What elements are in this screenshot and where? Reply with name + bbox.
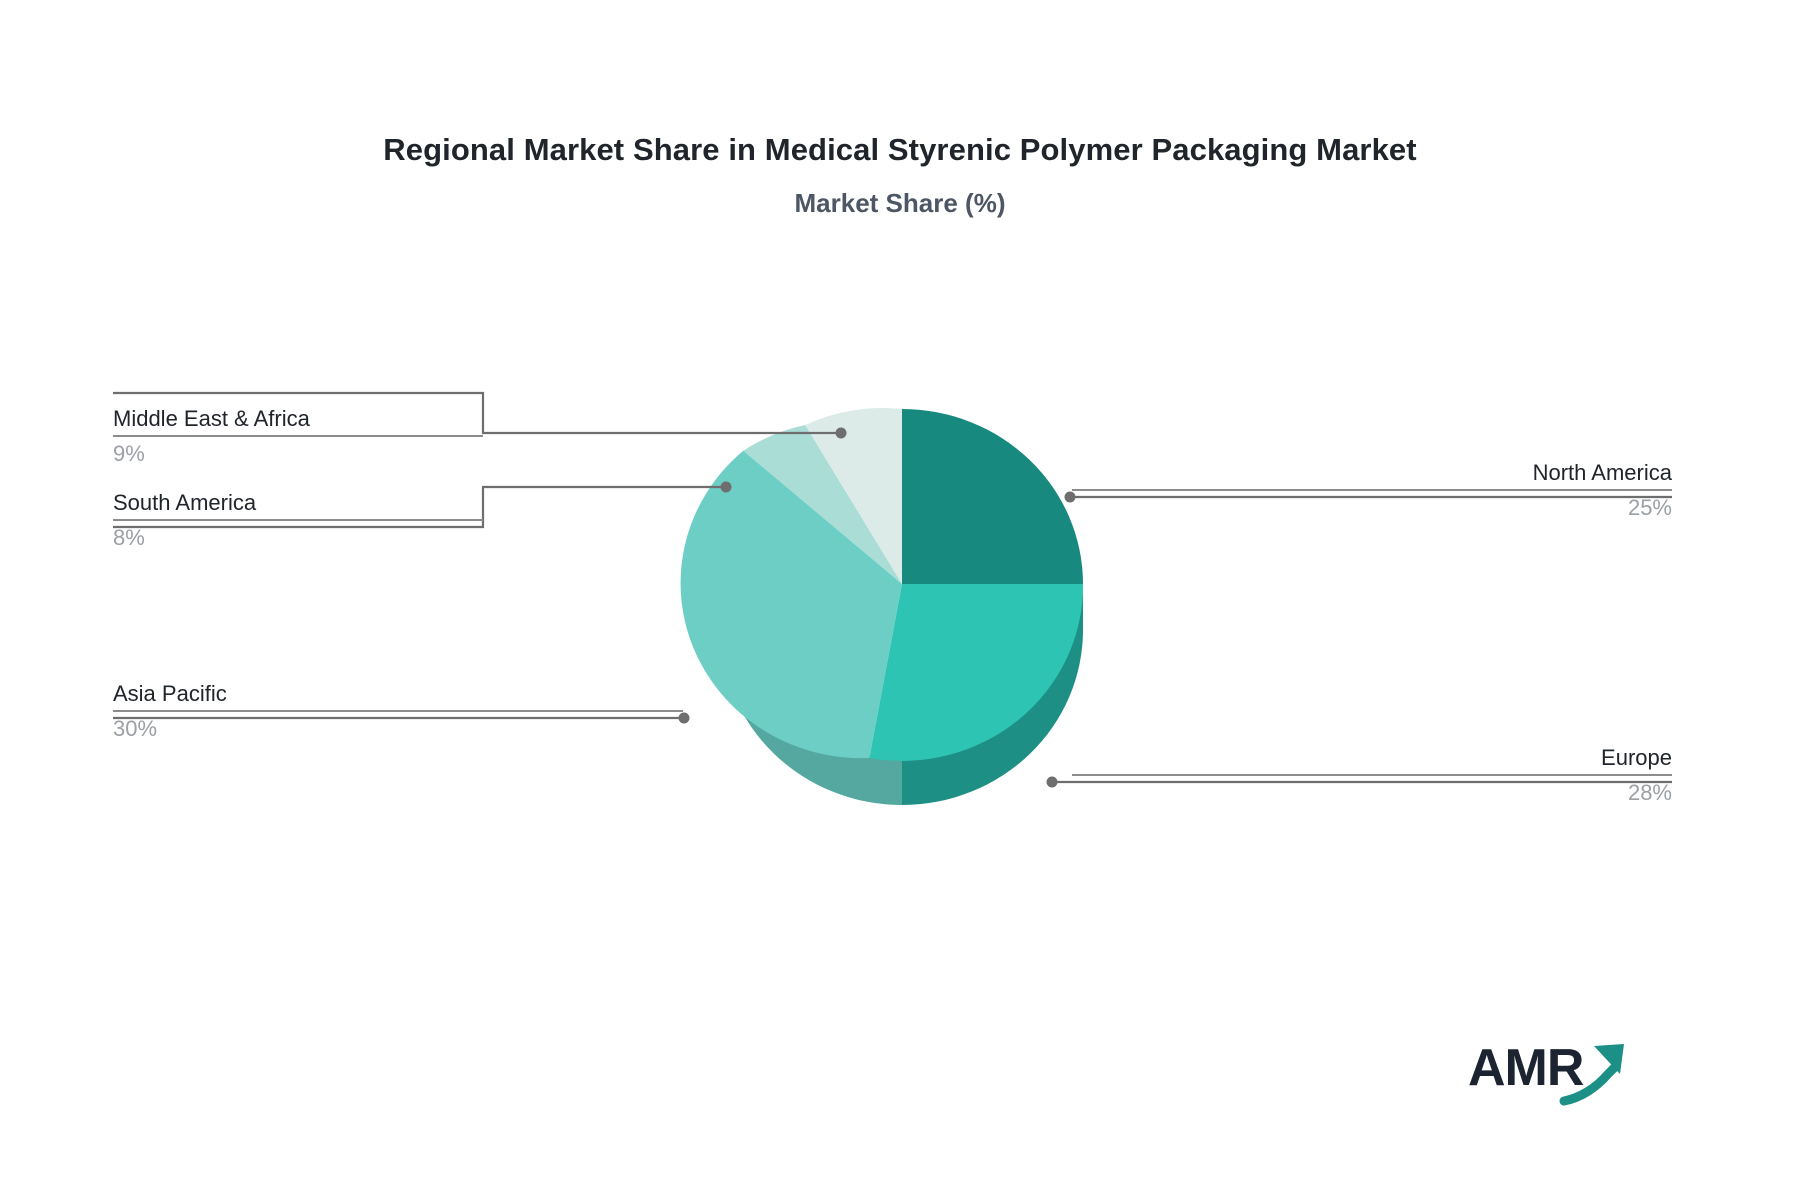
pie-slice-north-america[interactable] [902, 409, 1083, 584]
page-title: Regional Market Share in Medical Styreni… [383, 132, 1417, 167]
pie-slice-middle-east-africa[interactable] [805, 408, 902, 584]
growth-arrow-icon [1559, 1044, 1624, 1106]
amr-logo-text: AMR [1468, 1039, 1584, 1097]
callout-south-america[interactable]: South America 8% [113, 488, 483, 555]
callout-rule-middle-east-africa [113, 435, 483, 437]
callout-label-asia-pacific: Asia Pacific [113, 681, 227, 706]
pie-slices [680, 408, 1084, 761]
leader-dot-middle-east-africa [835, 427, 847, 439]
callout-rule-south-america [113, 519, 483, 521]
callout-value-europe: 28% [1627, 780, 1672, 805]
callout-label-europe: Europe [1601, 745, 1672, 770]
leader-dot-asia-pacific [678, 712, 690, 724]
pie-slice-asia-pacific[interactable] [680, 450, 902, 759]
callout-value-south-america: 8% [113, 525, 145, 550]
leader-line-middle-east-africa [113, 391, 840, 435]
callout-middle-east-africa[interactable]: Middle East & Africa 9% [113, 404, 483, 471]
callout-rule-north-america [1072, 489, 1672, 491]
pie-slice-south-america[interactable] [743, 425, 902, 584]
leader-dot-europe [1046, 776, 1058, 788]
pie-side-europe [902, 584, 1083, 805]
callout-value-north-america: 25% [1627, 495, 1672, 520]
callout-label-north-america: North America [1532, 460, 1672, 485]
callout-label-south-america: South America [113, 490, 257, 515]
callout-rule-asia-pacific [113, 710, 683, 712]
callout-north-america[interactable]: North America 25% [1072, 458, 1672, 525]
pie-leader-lines [113, 391, 1672, 788]
callout-asia-pacific[interactable]: Asia Pacific 30% [113, 679, 683, 746]
callout-rule-europe [1072, 774, 1672, 776]
callout-label-middle-east-africa: Middle East & Africa [113, 406, 310, 431]
leader-dot-south-america [720, 481, 732, 493]
amr-logo: AMR [1468, 1032, 1648, 1112]
leader-line-south-america [113, 485, 725, 529]
leader-dot-north-america [1064, 491, 1076, 503]
callout-europe[interactable]: Europe 28% [1072, 743, 1672, 810]
pie-slice-europe[interactable] [869, 584, 1084, 761]
chart-subtitle: Market Share (%) [794, 188, 1006, 218]
callout-value-middle-east-africa: 9% [113, 441, 145, 466]
callout-value-asia-pacific: 30% [113, 716, 158, 741]
